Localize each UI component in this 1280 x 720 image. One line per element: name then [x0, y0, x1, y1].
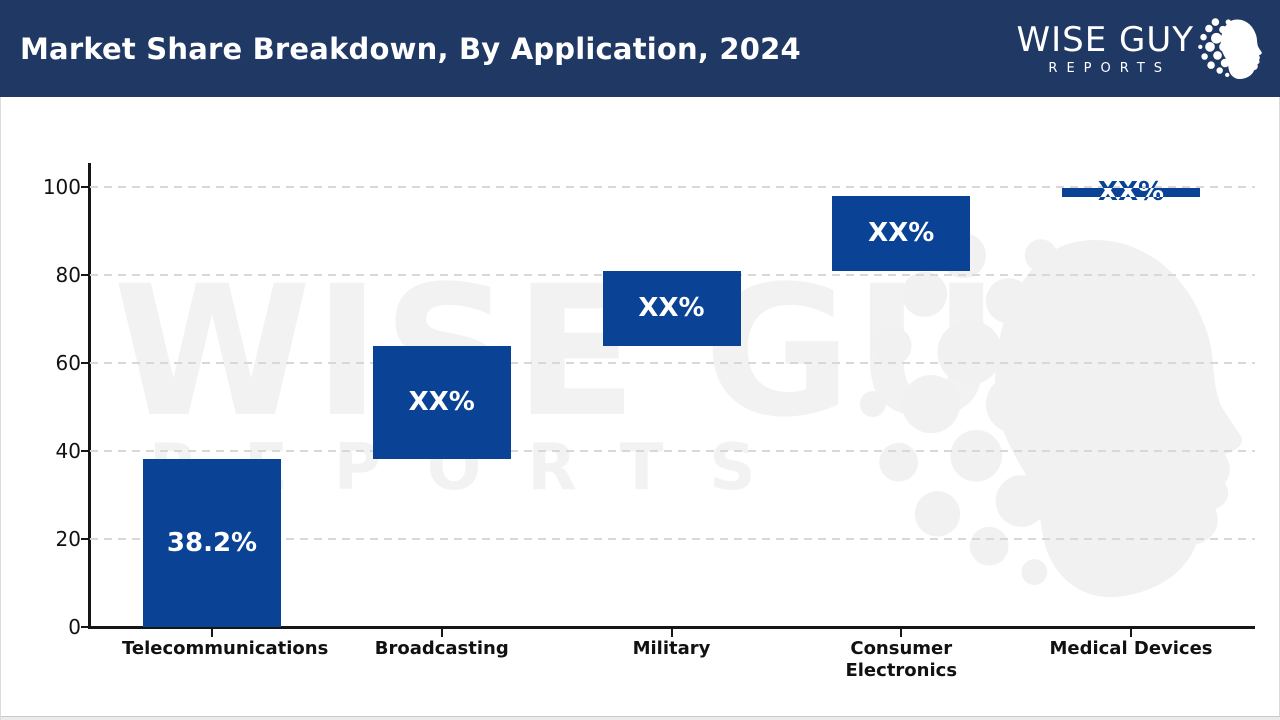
bar-value-label-overflow: XX% [1097, 177, 1165, 208]
y-tick-label-20: 20 [55, 527, 81, 551]
gridline-40 [90, 450, 1255, 452]
bar-label-clip: 38.2% [143, 459, 281, 627]
x-tick-3 [670, 629, 673, 637]
y-tick-100 [81, 186, 89, 188]
bar-value-label: 38.2% [166, 527, 258, 558]
gridline-60 [90, 362, 1255, 364]
y-tick-label-100: 100 [42, 175, 81, 199]
bar-label-clip: XX% [1062, 188, 1200, 197]
x-category-label-1: Telecommunications [122, 638, 329, 659]
y-axis-line [88, 163, 91, 629]
bar-label-clip: XX% [373, 346, 511, 459]
bar-value-label-overflow: XX% [638, 293, 705, 324]
gridline-100 [90, 186, 1255, 188]
logo-subtitle: REPORTS [1048, 60, 1172, 76]
y-tick-0 [81, 626, 89, 628]
bar-rect [1062, 187, 1200, 198]
bar-rect [832, 195, 971, 272]
bar-rect [143, 458, 281, 627]
bar-value-label: XX% [408, 387, 475, 418]
logo-wordmark: WISE GUY [1016, 19, 1194, 60]
bar-consumer-electronics: XX% XX% [832, 195, 971, 272]
x-axis-line [88, 626, 1255, 629]
bar-broadcasting: XX% XX% [372, 345, 511, 459]
bottom-border-band [1, 717, 1280, 720]
x-tick-1 [211, 629, 213, 637]
bar-label-clip: XX% [832, 196, 970, 271]
bar-value-label-overflow: XX% [868, 218, 935, 249]
head-profile-icon [1198, 17, 1262, 79]
y-tick-40 [81, 450, 89, 452]
x-category-label-3: Military [632, 638, 711, 659]
logo-text: WISE GUY REPORTS [1016, 23, 1194, 75]
bar-military: XX% XX% [602, 271, 741, 346]
y-tick-80 [81, 274, 89, 276]
bar-label-clip: XX% [603, 271, 741, 346]
x-category-label-2: Broadcasting [374, 638, 509, 659]
x-tick-5 [1130, 629, 1132, 637]
x-category-label-4: Consumer Electronics [845, 638, 958, 681]
header-band: Market Share Breakdown, By Application, … [0, 0, 1280, 97]
x-tick-2 [440, 629, 443, 637]
bar-value-label: XX% [1098, 188, 1164, 197]
bar-rect [372, 345, 511, 459]
y-tick-label-0: 0 [68, 615, 81, 639]
gridline-20 [90, 538, 1255, 540]
y-tick-label-60: 60 [55, 351, 81, 375]
x-tick-4 [900, 629, 903, 637]
y-tick-60 [81, 362, 89, 364]
chart-title: Market Share Breakdown, By Application, … [20, 31, 801, 66]
bar-value-label: XX% [868, 218, 935, 249]
bar-value-label: XX% [638, 293, 705, 324]
y-tick-label-40: 40 [55, 439, 81, 463]
watermark-head-icon [859, 232, 1242, 598]
x-category-label-5: Medical Devices [1049, 638, 1213, 659]
wise-guy-logo: WISE GUY REPORTS [1016, 10, 1266, 88]
bar-medical-devices: XX%XX% [1062, 179, 1200, 205]
y-tick-label-80: 80 [55, 263, 81, 287]
chart-area: WISE GUY REPORTS 0 20 40 60 80 100 38.2% 38.2% T… [0, 97, 1280, 720]
bottom-border-line [1, 716, 1280, 717]
bar-telecommunications: 38.2% 38.2% [143, 458, 281, 627]
bar-value-label-overflow: 38.2% [166, 527, 258, 558]
bar-rect [602, 271, 741, 346]
bar-value-label-overflow: XX% [408, 387, 475, 418]
y-tick-20 [81, 538, 89, 540]
